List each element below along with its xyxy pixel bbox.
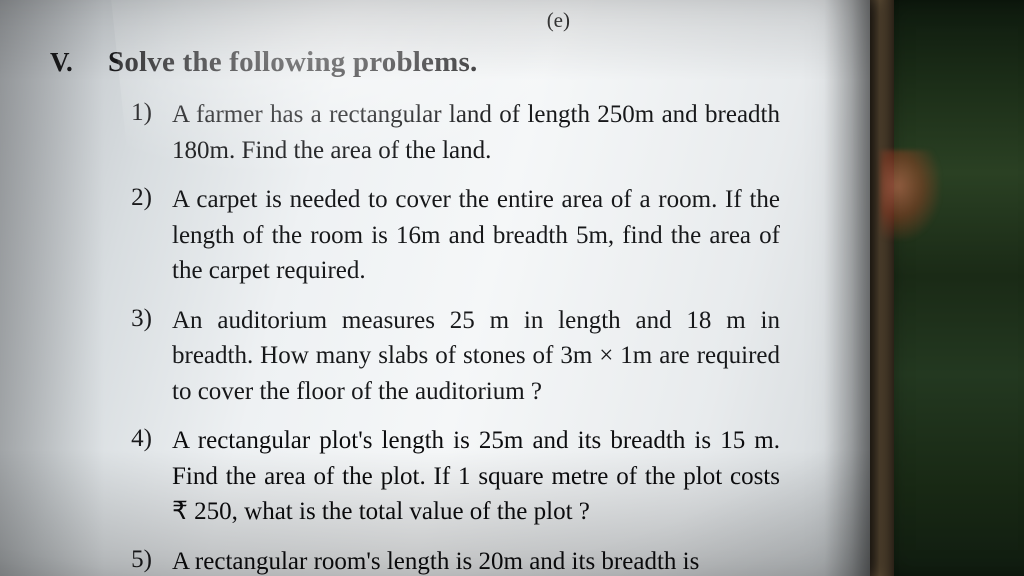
item-text: A farmer has a rectangular land of lengt… — [172, 97, 780, 168]
item-number: 3) — [118, 303, 152, 410]
item-number: 4) — [118, 423, 152, 530]
list-item: 3) An auditorium measures 25 m in length… — [118, 303, 780, 410]
photo-background-right — [870, 0, 1024, 576]
list-item: 5) A rectangular room's length is 20m an… — [118, 544, 780, 576]
item-number: 1) — [118, 97, 152, 168]
item-number: 5) — [118, 544, 152, 576]
list-item: 1) A farmer has a rectangular land of le… — [118, 97, 780, 168]
section-heading-row: V. Solve the following problems. — [50, 46, 780, 79]
item-text: An auditorium measures 25 m in length an… — [172, 303, 780, 410]
item-text: A rectangular plot's length is 25m and i… — [172, 423, 780, 530]
subpart-marker: (e) — [547, 8, 570, 33]
item-text: A carpet is needed to cover the entire a… — [172, 182, 780, 289]
list-item: 4) A rectangular plot's length is 25m an… — [118, 423, 780, 530]
problem-list: 1) A farmer has a rectangular land of le… — [60, 97, 780, 576]
list-item: 2) A carpet is needed to cover the entir… — [118, 182, 780, 289]
item-text: A rectangular room's length is 20m and i… — [172, 544, 699, 576]
section-title: Solve the following problems. — [108, 46, 477, 79]
textbook-page: (e) V. Solve the following problems. 1) … — [0, 0, 870, 576]
section-roman: V. — [50, 47, 86, 78]
item-number: 2) — [118, 182, 152, 289]
